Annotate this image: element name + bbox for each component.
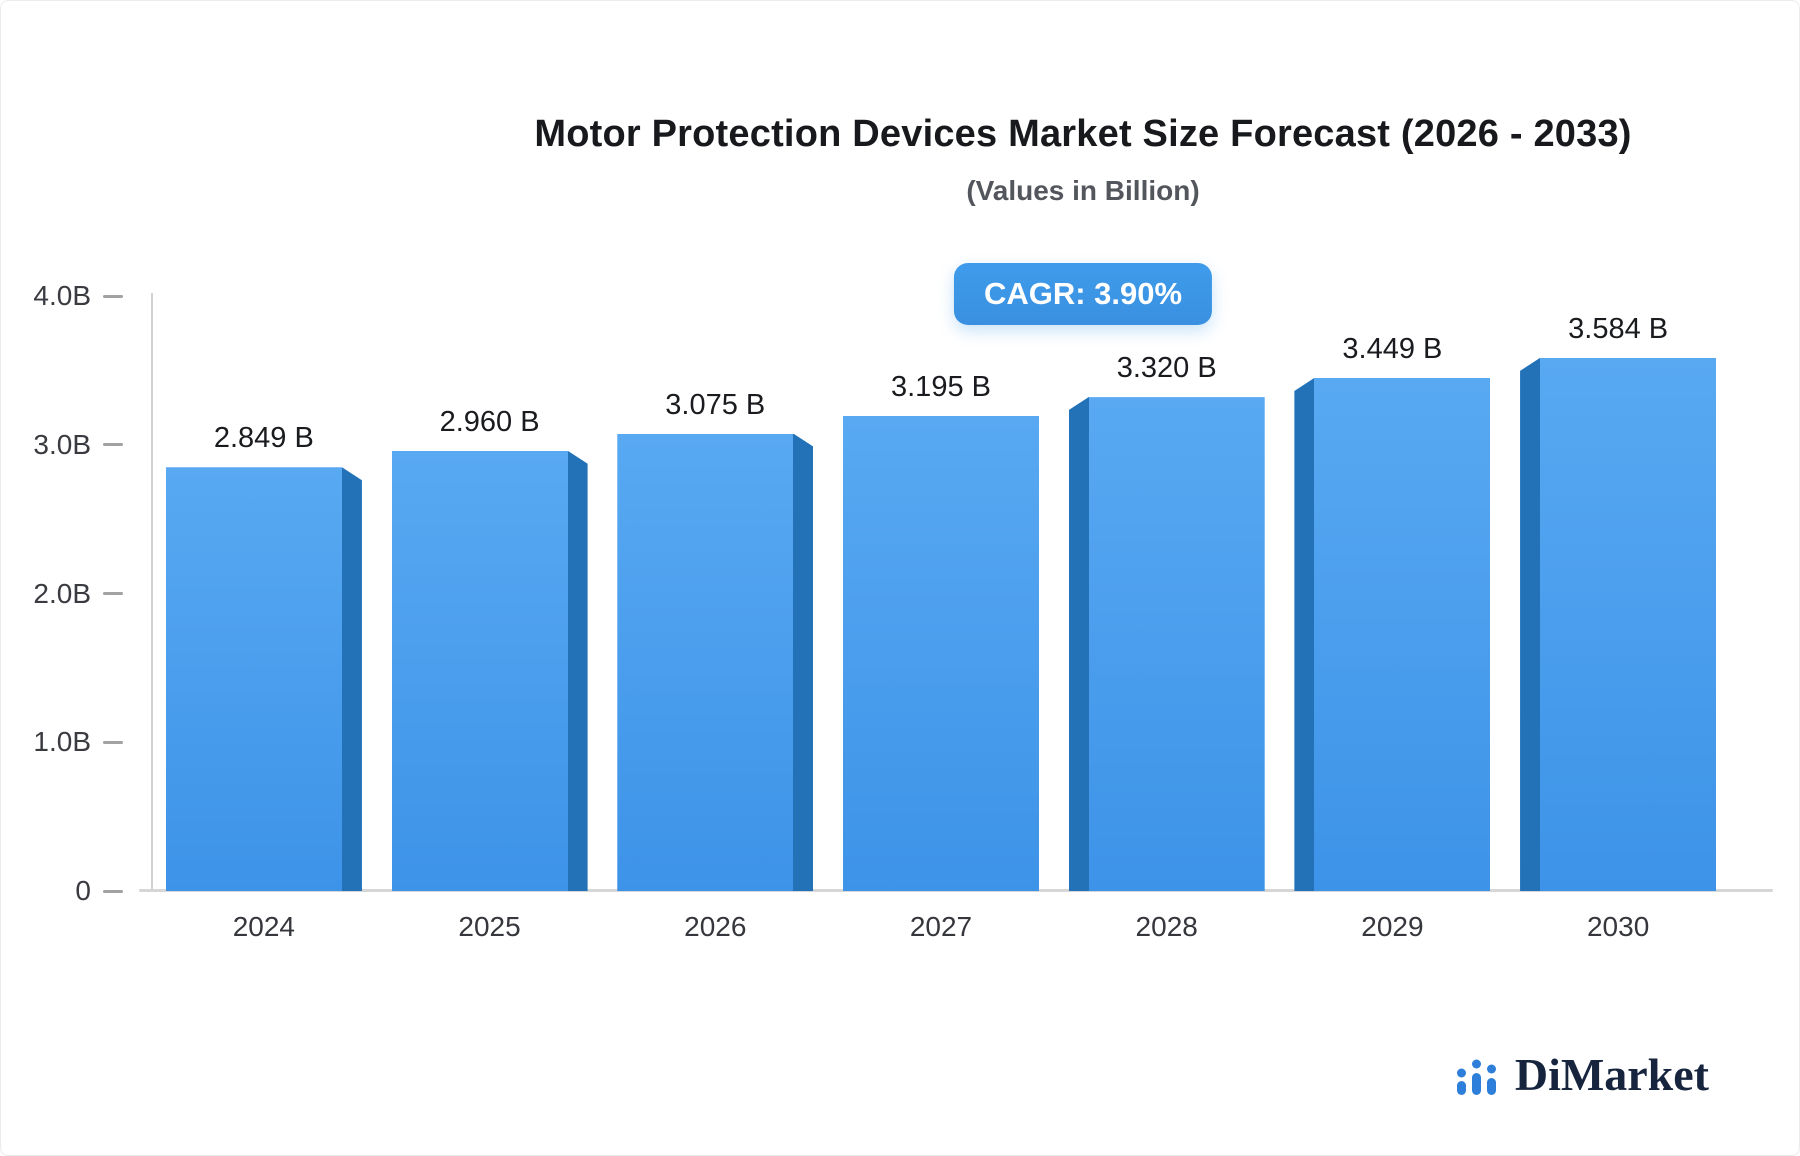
x-axis-label: 2027: [909, 911, 973, 942]
chart-subtitle: (Values in Billion): [966, 175, 1200, 206]
bar: [843, 415, 1039, 891]
bar-side-face: [568, 451, 588, 891]
y-tick-mark: [103, 294, 123, 298]
bar-side-face: [793, 434, 813, 891]
y-axis-line: [151, 293, 153, 891]
y-tick-mark: [103, 740, 123, 744]
bar-side-face: [1520, 357, 1541, 891]
bar: [1294, 377, 1491, 891]
y-tick-label: 2.0B: [33, 577, 91, 609]
y-tick-label: 1.0B: [33, 726, 91, 758]
cagr-badge: CAGR: 3.90%: [953, 263, 1213, 325]
y-tick-label: 4.0B: [33, 280, 91, 311]
bar-chart-icon: [1456, 1059, 1496, 1095]
x-axis-label: 2030: [1586, 911, 1650, 942]
bar: [617, 434, 813, 891]
bar: [1520, 357, 1717, 891]
y-tick-mark: [103, 443, 123, 447]
bar: [392, 451, 588, 891]
bar-value-label: 3.584 B: [1568, 312, 1669, 345]
x-axis-label: 2024: [232, 911, 295, 942]
brand-logo: DiMarket: [1453, 1049, 1709, 1101]
y-tick-mark: [103, 592, 123, 595]
x-axis-label: 2026: [684, 911, 747, 942]
x-axis-label: 2028: [1135, 911, 1198, 942]
brand-name: DiMarket: [1514, 1049, 1709, 1100]
bar: [166, 467, 362, 891]
y-tick-label: 0: [75, 875, 91, 906]
y-tick-mark: [103, 889, 123, 893]
chart-title: Motor Protection Devices Market Size For…: [534, 113, 1632, 155]
bar-value-label: 3.320 B: [1116, 352, 1217, 385]
bar-value-label: 3.195 B: [891, 370, 991, 403]
bar-value-label: 3.075 B: [665, 388, 766, 421]
bar-side-face: [1068, 397, 1089, 891]
bar-side-face: [1294, 377, 1315, 891]
x-axis-label: 2029: [1361, 911, 1424, 942]
y-tick-label: 3.0B: [33, 428, 91, 460]
bar-side-face: [342, 467, 362, 891]
bar: [1068, 397, 1265, 891]
x-axis-label: 2025: [458, 911, 521, 942]
bar-value-label: 3.449 B: [1342, 332, 1443, 365]
bar-value-label: 2.849 B: [213, 422, 314, 455]
bar-value-label: 2.960 B: [439, 405, 540, 438]
